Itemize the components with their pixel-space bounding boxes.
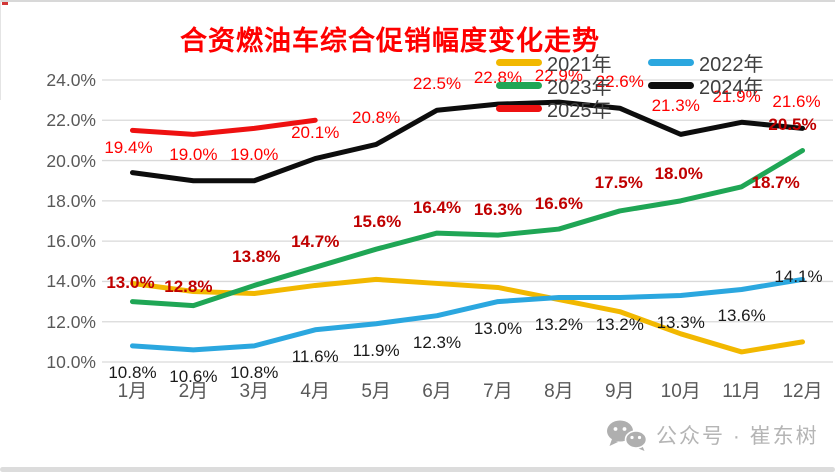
legend-item-2021年: 2021年: [496, 51, 612, 76]
data-label-2024年: 21.6%: [772, 92, 821, 112]
x-axis-tick: 11月: [722, 381, 761, 402]
x-axis-tick: 9月: [604, 381, 635, 402]
y-axis-tick: 16.0%: [46, 231, 96, 252]
data-label-2022年: 14.1%: [774, 267, 823, 287]
data-label-2024年: 22.5%: [412, 74, 462, 94]
data-label-2024年: 20.8%: [352, 108, 401, 128]
data-label-2023年: 16.4%: [412, 198, 462, 218]
x-axis-tick: 1月: [117, 381, 148, 402]
legend-swatch: [648, 58, 694, 66]
series-line-2024年: [129, 99, 806, 184]
legend-label: 2025年: [547, 99, 612, 122]
bottom-border: [0, 467, 835, 472]
data-label-2023年: 18.0%: [654, 163, 703, 183]
data-label-2024年: 19.0%: [169, 144, 218, 164]
corner-red-mark: [2, 2, 8, 5]
x-axis-tick: 2月: [178, 381, 209, 402]
series-line-2023年: [129, 148, 806, 309]
y-axis-tick: 18.0%: [46, 190, 96, 211]
chart-title: 合资燃油车综合促销幅度变化走势: [180, 26, 600, 56]
series-line-2021年: [129, 276, 806, 355]
data-label-2023年: 20.5%: [768, 114, 817, 134]
data-label-2023年: 18.7%: [751, 172, 800, 192]
data-label-2022年: 11.6%: [291, 346, 339, 366]
data-label-2022年: 13.0%: [473, 318, 523, 338]
data-label-2024年: 19.4%: [104, 137, 153, 157]
data-label-2023年: 14.7%: [291, 232, 340, 252]
legend-label: 2023年: [547, 76, 612, 99]
data-label-2022年: 11.9%: [352, 340, 400, 360]
data-label-2023年: 13.0%: [106, 272, 155, 292]
y-axis-tick: 22.0%: [46, 110, 96, 131]
left-border: [0, 0, 1, 100]
y-axis-tick: 12.0%: [46, 311, 96, 332]
legend-swatch: [496, 58, 542, 66]
data-label-2022年: 13.2%: [595, 314, 644, 334]
x-axis-tick: 7月: [483, 381, 513, 402]
data-label-2022年: 13.3%: [656, 312, 705, 332]
data-label-2024年: 22.6%: [595, 72, 644, 92]
legend-label: 2021年: [547, 53, 612, 76]
data-label-2023年: 16.3%: [473, 200, 523, 220]
x-axis-tick: 6月: [422, 381, 452, 402]
x-axis-tick: 8月: [544, 381, 574, 402]
data-label-2023年: 17.5%: [594, 172, 643, 192]
legend-item-2025年: 2025年: [496, 97, 612, 122]
data-label-2022年: 10.8%: [230, 362, 279, 382]
data-label-2024年: 20.1%: [291, 122, 340, 142]
data-label-2023年: 12.8%: [164, 276, 213, 296]
data-label-2022年: 10.8%: [108, 362, 157, 382]
y-axis-tick: 20.0%: [46, 150, 96, 171]
x-axis-tick: 5月: [361, 381, 391, 402]
x-axis-tick: 3月: [239, 381, 270, 402]
data-label-2024年: 19.0%: [230, 144, 279, 164]
x-axis-tick: 10月: [660, 381, 701, 402]
legend-swatch: [496, 81, 542, 89]
legend-item-2023年: 2023年: [496, 74, 612, 99]
legend-swatch: [496, 104, 542, 112]
data-label-2024年: 21.3%: [651, 96, 700, 116]
series-line-2022年: [129, 276, 806, 353]
data-label-2023年: 15.6%: [353, 212, 402, 232]
legend-item-2022年: 2022年: [648, 51, 764, 76]
data-label-2024年: 22.9%: [534, 66, 583, 86]
data-label-2024年: 21.9%: [712, 87, 761, 107]
wechat-icon: [607, 420, 648, 451]
y-axis-tick: 24.0%: [46, 70, 96, 90]
data-label-2023年: 13.8%: [232, 247, 281, 267]
series-line-2025年: [129, 117, 318, 137]
data-label-2022年: 10.6%: [169, 366, 218, 386]
legend-label: 2022年: [699, 53, 764, 76]
legend-swatch: [648, 81, 694, 89]
y-axis-tick: 10.0%: [46, 352, 96, 372]
data-label-2023年: 16.6%: [534, 194, 583, 214]
data-label-2022年: 13.2%: [534, 314, 583, 334]
watermark-text: 公众号 · 崔东树: [656, 425, 819, 448]
top-border: [0, 0, 835, 2]
data-label-2022年: 13.6%: [717, 306, 766, 326]
watermark: 公众号 · 崔东树: [606, 418, 819, 452]
legend-label: 2024年: [699, 76, 764, 99]
data-label-2022年: 12.3%: [412, 332, 462, 352]
x-axis-tick: 12月: [782, 381, 823, 402]
x-axis-tick: 4月: [300, 381, 330, 402]
y-axis-tick: 14.0%: [46, 271, 96, 292]
legend-item-2024年: 2024年: [648, 74, 764, 99]
